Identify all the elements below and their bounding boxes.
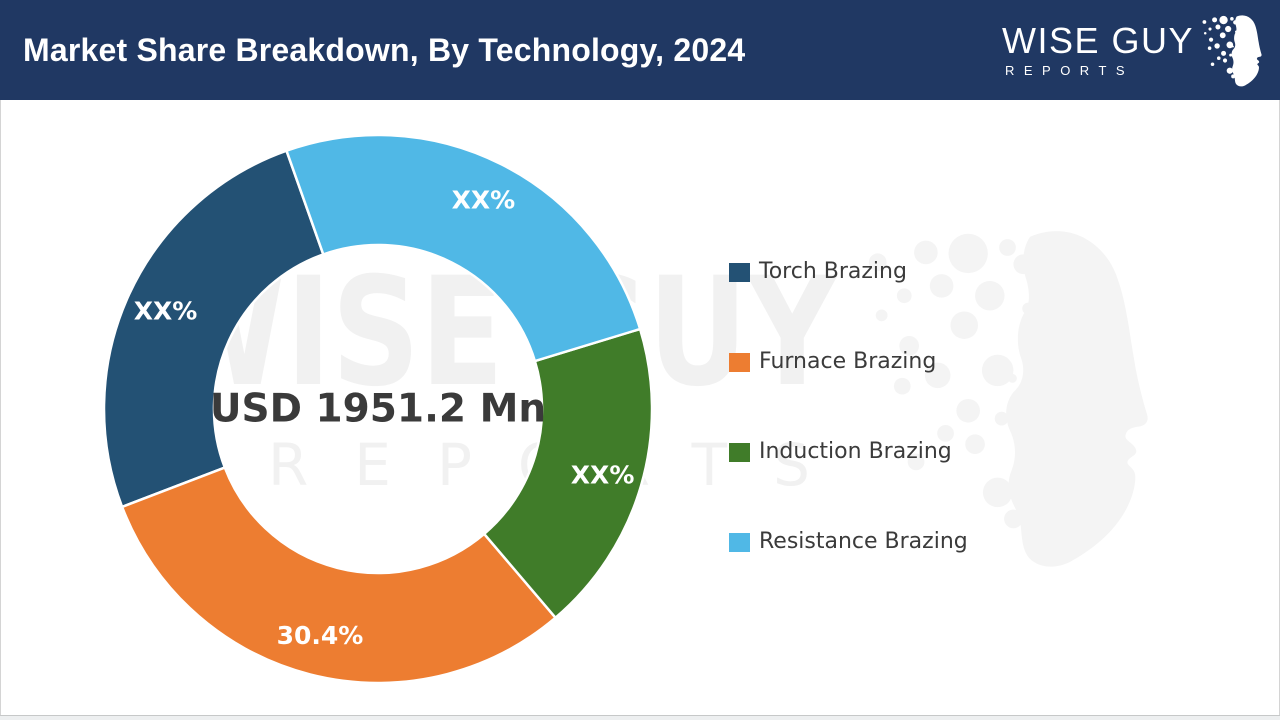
legend-item-furnace-brazing: Furnace Brazing xyxy=(729,349,968,375)
page-title: Market Share Breakdown, By Technology, 2… xyxy=(23,31,746,68)
legend-label: Furnace Brazing xyxy=(759,349,937,374)
legend-swatch-furnace-brazing xyxy=(729,352,750,372)
slice-value-label: XX% xyxy=(571,460,635,489)
slice-induction-brazing xyxy=(482,327,654,619)
legend: Torch Brazing Furnace Brazing Induction … xyxy=(729,259,968,555)
donut-center-value: USD 1951.2 Mn xyxy=(209,386,547,432)
header-bar: Market Share Breakdown, By Technology, 2… xyxy=(0,0,1280,100)
slice-torch-brazing xyxy=(102,149,325,509)
logo-subtitle: REPORTS xyxy=(1004,62,1135,78)
legend-swatch-induction-brazing xyxy=(729,442,750,462)
legend-item-induction-brazing: Induction Brazing xyxy=(729,439,968,465)
slice-value-label: XX% xyxy=(134,296,198,325)
slice-value-label: 30.4% xyxy=(277,621,364,650)
legend-swatch-torch-brazing xyxy=(729,262,750,282)
logo-face-icon xyxy=(1202,14,1262,86)
legend-item-torch-brazing: Torch Brazing xyxy=(729,259,968,285)
logo-wordmark: WISE GUY xyxy=(1001,19,1194,61)
chart-area: WISE GUY REPORTS XX%30.4%XX%XX% USD 1951… xyxy=(0,100,1280,720)
logo-text: WISE GUY REPORTS xyxy=(1001,19,1194,78)
donut-chart: XX% 30.4% XX% XX% xyxy=(102,133,654,685)
legend-label: Resistance Brazing xyxy=(759,529,968,554)
slice-value-label: XX% xyxy=(452,186,516,215)
legend-item-resistance-brazing: Resistance Brazing xyxy=(729,529,968,555)
slice-furnace-brazing xyxy=(120,466,557,685)
legend-label: Torch Brazing xyxy=(759,259,907,284)
legend-label: Induction Brazing xyxy=(759,439,952,464)
wise-guy-reports-logo: WISE GUY REPORTS xyxy=(1002,0,1264,100)
legend-swatch-resistance-brazing xyxy=(729,532,750,552)
slice-resistance-brazing xyxy=(285,133,642,363)
bottom-strip xyxy=(0,715,1280,720)
